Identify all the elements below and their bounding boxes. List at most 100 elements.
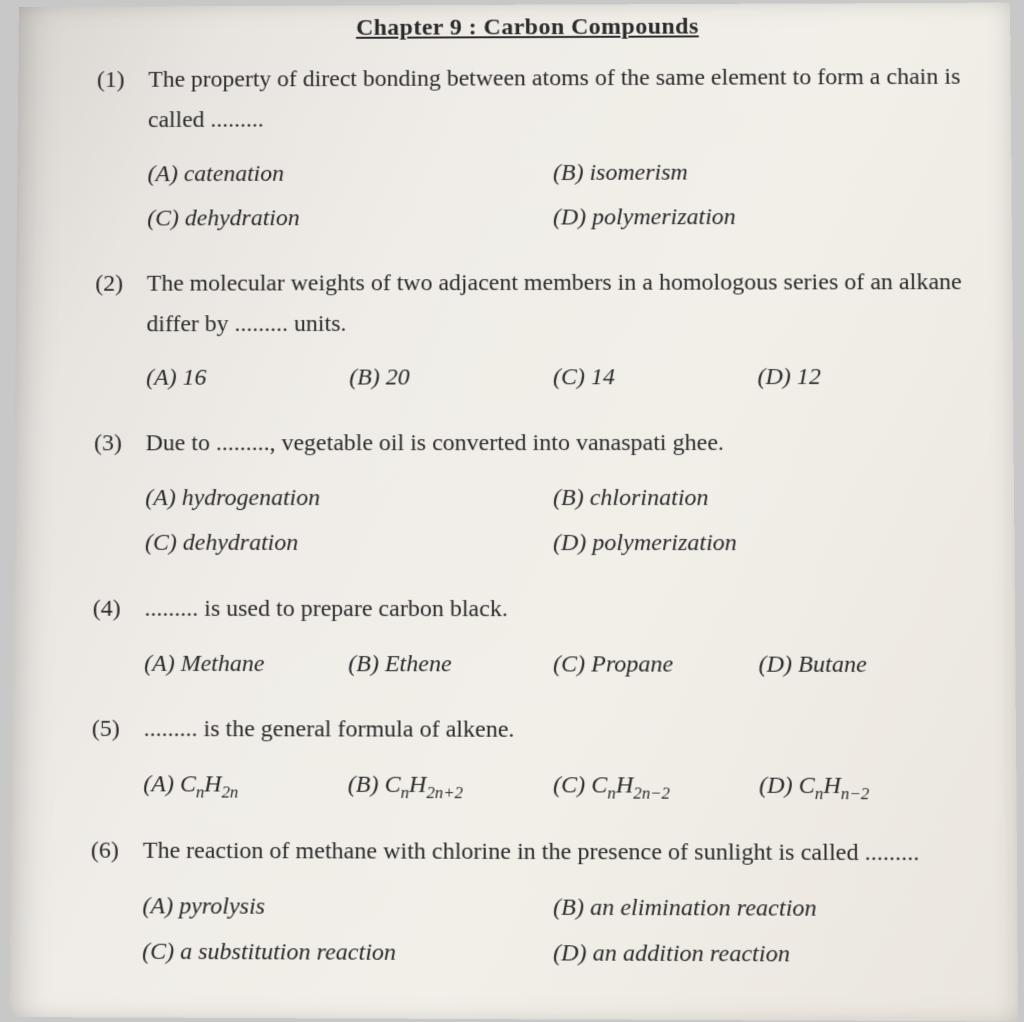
option-text: Ethene <box>385 651 452 677</box>
option: (D)Butane <box>758 642 965 688</box>
option: (D)polymerization <box>553 521 964 567</box>
option: (B)CnH2n+2 <box>348 763 553 810</box>
option: (C)dehydration <box>145 521 553 567</box>
option-label: (D) <box>757 364 791 390</box>
option-text: dehydration <box>183 530 299 556</box>
option-label: (D) <box>759 773 793 799</box>
option-text: hydrogenation <box>182 485 321 511</box>
option: (C)Propane <box>553 642 759 688</box>
option-text: 20 <box>386 365 410 391</box>
option-text: 16 <box>182 365 206 391</box>
question: (2)The molecular weights of two adjacent… <box>94 262 962 402</box>
page: Chapter 9 : Carbon Compounds (1)The prop… <box>10 3 1019 1022</box>
option-label: (A) <box>144 651 175 677</box>
option-label: (C) <box>142 939 174 965</box>
question-body: Due to ........., vegetable oil is conve… <box>146 423 964 464</box>
option-text: pyrolysis <box>179 893 265 920</box>
question: (3)Due to ........., vegetable oil is co… <box>93 423 964 567</box>
questions-container: (1)The property of direct bonding betwee… <box>90 57 967 979</box>
option: (D)polymerization <box>553 195 962 241</box>
option-text: an addition reaction <box>593 941 790 968</box>
question-body: The reaction of methane with chlorine in… <box>143 830 967 874</box>
option-text: CnH2n−2 <box>591 772 670 798</box>
option: (A)hydrogenation <box>145 476 553 522</box>
option: (D)an addition reaction <box>553 931 967 979</box>
option-label: (A) <box>143 771 174 797</box>
option: (C)dehydration <box>147 196 553 242</box>
question-body: The property of direct bonding between a… <box>148 57 961 140</box>
option-text: Butane <box>798 651 867 677</box>
option: (A)catenation <box>147 151 553 197</box>
options: (A)hydrogenation(B)chlorination(C)dehydr… <box>93 476 964 568</box>
option-label: (C) <box>553 651 585 677</box>
question-text: (4)......... is used to prepare carbon b… <box>93 589 965 631</box>
question-number: (6) <box>91 830 143 871</box>
option-text: catenation <box>184 161 284 187</box>
option-label: (C) <box>553 772 585 798</box>
option: (A)16 <box>146 356 349 401</box>
option-label: (D) <box>759 651 793 677</box>
option: (A)CnH2n <box>143 762 348 809</box>
question-text: (2)The molecular weights of two adjacent… <box>95 262 963 345</box>
option-label: (B) <box>553 485 584 511</box>
options: (A)pyrolysis(B)an elimination reaction(C… <box>90 883 967 979</box>
option-text: Methane <box>181 651 265 677</box>
option: (B)isomerism <box>553 150 961 196</box>
options: (A)CnH2n(B)CnH2n+2(C)CnH2n−2(D)CnHn−2 <box>91 762 966 810</box>
option-text: chlorination <box>590 485 709 511</box>
option-label: (C) <box>553 365 585 391</box>
question-text: (6)The reaction of methane with chlorine… <box>91 830 967 874</box>
question-number: (3) <box>94 423 146 464</box>
options: (A)16(B)20(C)14(D)12 <box>94 355 962 401</box>
option-label: (A) <box>146 365 177 391</box>
option-label: (B) <box>553 894 584 920</box>
option-text: 12 <box>797 364 821 390</box>
option-label: (A) <box>142 893 173 919</box>
option: (C)a substitution reaction <box>142 930 553 978</box>
option: (B)Ethene <box>348 642 553 688</box>
question-number: (2) <box>95 264 147 345</box>
options: (A)Methane(B)Ethene(C)Propane(D)Butane <box>92 641 965 688</box>
option: (C)14 <box>553 356 758 402</box>
option-text: CnH2n <box>180 771 239 797</box>
option-label: (B) <box>348 651 379 677</box>
question-number: (1) <box>97 60 149 140</box>
question-number: (4) <box>93 589 145 630</box>
question-number: (5) <box>92 709 144 750</box>
option-text: a substitution reaction <box>180 939 396 966</box>
question: (4)......... is used to prepare carbon b… <box>92 589 965 689</box>
option-label: (D) <box>553 205 586 231</box>
question: (1)The property of direct bonding betwee… <box>96 57 962 242</box>
option: (A)Methane <box>144 642 348 688</box>
option-text: polymerization <box>592 204 736 230</box>
question-text: (1)The property of direct bonding betwee… <box>97 57 962 140</box>
question-text: (3)Due to ........., vegetable oil is co… <box>94 423 963 464</box>
option-label: (C) <box>147 206 179 232</box>
option-text: dehydration <box>185 206 300 232</box>
question: (6)The reaction of methane with chlorine… <box>90 830 967 979</box>
option: (C)CnH2n−2 <box>553 763 759 810</box>
option-text: polymerization <box>592 530 737 556</box>
option-label: (B) <box>349 365 380 391</box>
option-label: (D) <box>553 530 586 556</box>
option-label: (C) <box>145 530 177 556</box>
option: (B)chlorination <box>553 476 964 522</box>
options: (A)catenation(B)isomerism(C)dehydration(… <box>96 150 962 243</box>
option: (D)CnHn−2 <box>759 764 966 811</box>
question-body: ......... is used to prepare carbon blac… <box>144 589 964 631</box>
question-body: The molecular weights of two adjacent me… <box>146 262 962 344</box>
option-text: Propane <box>591 651 673 677</box>
option-label: (A) <box>145 485 176 511</box>
option-label: (B) <box>348 772 379 798</box>
question-body: ......... is the general formula of alke… <box>144 709 966 752</box>
question: (5)......... is the general formula of a… <box>91 709 966 810</box>
option-text: CnH2n+2 <box>384 772 463 798</box>
chapter-title: Chapter 9 : Carbon Compounds <box>97 13 960 43</box>
option-label: (D) <box>553 940 587 967</box>
option: (D)12 <box>757 355 962 401</box>
option-text: isomerism <box>589 159 687 185</box>
option-text: 14 <box>591 365 615 391</box>
option: (A)pyrolysis <box>142 884 553 932</box>
option-text: an elimination reaction <box>590 894 817 921</box>
option: (B)an elimination reaction <box>553 885 967 933</box>
